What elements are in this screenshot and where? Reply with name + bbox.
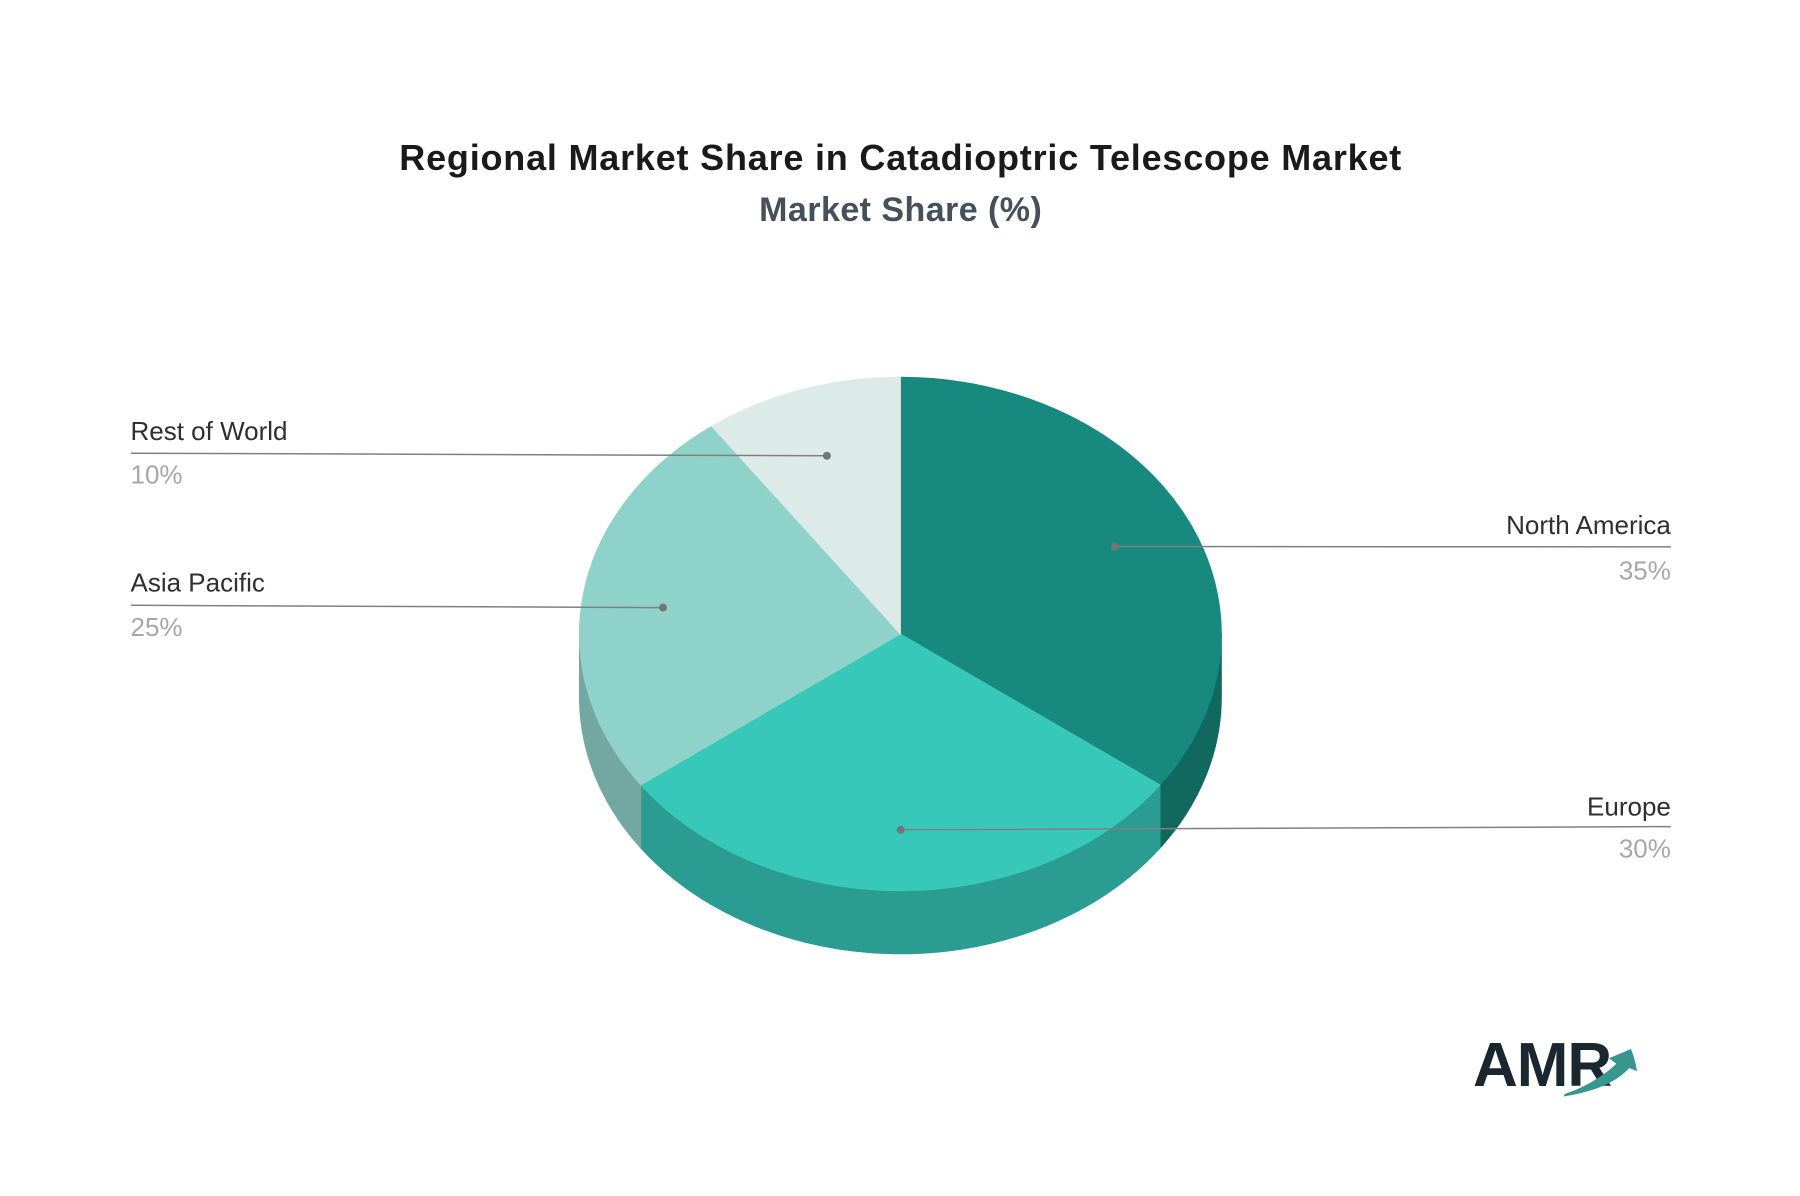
svg-text:Asia Pacific: Asia Pacific [131,568,265,598]
svg-text:10%: 10% [131,459,183,489]
svg-text:North America: North America [1506,510,1671,540]
svg-text:Europe: Europe [1587,792,1671,822]
svg-text:Rest of World: Rest of World [131,416,288,446]
svg-text:30%: 30% [1619,834,1671,864]
svg-text:25%: 25% [131,612,183,642]
svg-text:Market Share (%): Market Share (%) [759,191,1042,229]
svg-text:35%: 35% [1619,556,1671,586]
svg-text:Regional Market Share in Catad: Regional Market Share in Catadioptric Te… [399,137,1402,178]
